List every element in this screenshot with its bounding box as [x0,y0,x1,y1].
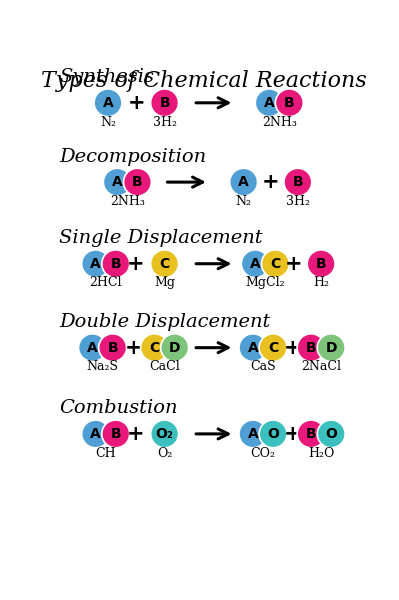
Circle shape [317,334,345,362]
Text: +: + [125,338,142,358]
Circle shape [297,420,325,448]
Circle shape [255,89,283,116]
Text: Single Displacement: Single Displacement [59,229,263,247]
Circle shape [102,420,130,448]
Circle shape [284,168,312,196]
Text: +: + [126,254,144,274]
Text: 2NH₃: 2NH₃ [110,195,145,208]
Text: O: O [267,427,279,441]
Text: CaCl: CaCl [149,361,180,373]
Text: 2HCl: 2HCl [89,277,122,289]
Text: Types of Chemical Reactions: Types of Chemical Reactions [41,70,367,92]
Circle shape [317,420,345,448]
Circle shape [239,420,267,448]
Text: A: A [103,96,113,110]
Text: A: A [238,175,249,189]
Circle shape [151,420,178,448]
Circle shape [140,334,168,362]
Text: C: C [270,257,280,271]
Circle shape [241,250,269,278]
Circle shape [151,89,178,116]
Text: B: B [316,257,326,271]
Circle shape [297,334,325,362]
Text: O₂: O₂ [156,427,174,441]
Text: H₂O: H₂O [308,446,334,460]
Text: N₂: N₂ [236,195,252,208]
Text: +: + [262,172,280,192]
Text: +: + [284,254,302,274]
Text: C: C [268,341,278,355]
Text: 2NaCl: 2NaCl [301,361,341,373]
Text: O₂: O₂ [157,446,172,460]
Circle shape [102,250,130,278]
Text: 3H₂: 3H₂ [286,195,310,208]
Text: B: B [306,427,316,441]
Text: CaS: CaS [250,361,276,373]
Text: +: + [127,93,145,113]
Circle shape [259,420,287,448]
Circle shape [82,250,110,278]
Text: H₂: H₂ [313,277,329,289]
Circle shape [307,250,335,278]
Circle shape [82,420,110,448]
Circle shape [124,168,151,196]
Text: 3H₂: 3H₂ [152,116,177,128]
Text: D: D [169,341,180,355]
Text: A: A [264,96,275,110]
Text: C: C [160,257,170,271]
Circle shape [151,250,178,278]
Text: B: B [159,96,170,110]
Text: D: D [326,341,337,355]
Circle shape [261,250,289,278]
Text: B: B [111,257,121,271]
Circle shape [275,89,303,116]
Text: O: O [325,427,337,441]
Circle shape [103,168,131,196]
Circle shape [79,334,107,362]
Text: A: A [250,257,261,271]
Text: MgCl₂: MgCl₂ [245,277,285,289]
Text: B: B [132,175,143,189]
Text: A: A [87,341,98,355]
Text: CH: CH [95,446,116,460]
Text: Synthesis: Synthesis [59,68,154,86]
Text: B: B [107,341,118,355]
Text: B: B [111,427,121,441]
Text: B: B [306,341,316,355]
Text: +: + [283,338,301,358]
Circle shape [99,334,126,362]
Text: Double Displacement: Double Displacement [59,313,271,331]
Text: Mg: Mg [154,277,175,289]
Text: A: A [247,341,258,355]
Text: A: A [247,427,258,441]
Text: Na₂S: Na₂S [87,361,119,373]
Text: CO₂: CO₂ [251,446,275,460]
Circle shape [94,89,122,116]
Text: B: B [284,96,295,110]
Text: 2NH₃: 2NH₃ [262,116,297,128]
Text: +: + [126,424,144,444]
Circle shape [239,334,267,362]
Circle shape [259,334,287,362]
Text: A: A [112,175,122,189]
Text: C: C [149,341,160,355]
Text: N₂: N₂ [100,116,116,128]
Text: +: + [283,424,301,444]
Text: A: A [90,257,101,271]
Circle shape [161,334,189,362]
Text: Decomposition: Decomposition [59,148,206,166]
Text: Combustion: Combustion [59,400,178,418]
Text: B: B [292,175,303,189]
Circle shape [230,168,258,196]
Text: A: A [90,427,101,441]
